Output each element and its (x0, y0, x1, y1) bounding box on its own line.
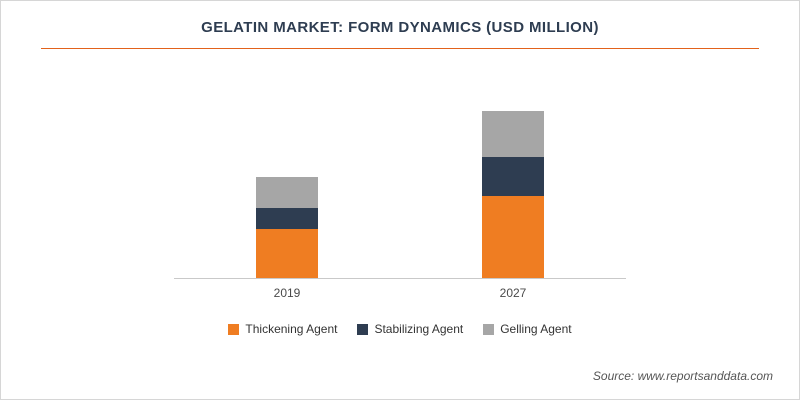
x-axis-label-2019: 2019 (273, 286, 301, 300)
bar-group-2019 (256, 177, 318, 278)
legend-swatch-stabilizing (357, 323, 369, 335)
x-axis-label-2027: 2027 (499, 286, 527, 300)
legend: Thickening Agent Stabilizing Agent Gelling… (1, 322, 799, 336)
bar-segment-thickening-2019 (256, 229, 318, 278)
legend-swatch-gelling (483, 323, 495, 335)
bar-segment-gelling-2027 (482, 111, 544, 157)
legend-label-gelling: Gelling Agent (500, 322, 572, 336)
bar-group-2027 (482, 111, 544, 278)
chart-title: GELATIN MARKET: FORM DYNAMICS (USD MILLI… (201, 19, 599, 36)
legend-item-gelling: Gelling Agent (483, 322, 572, 336)
bar-segment-thickening-2027 (482, 196, 544, 278)
bar-segment-stabilizing-2027 (482, 157, 544, 196)
source-credit: Source: www.reportsanddata.com (592, 369, 773, 383)
stacked-bar-2019 (256, 177, 318, 278)
legend-item-thickening: Thickening Agent (228, 322, 337, 336)
bar-segment-stabilizing-2019 (256, 208, 318, 229)
title-underline (41, 48, 759, 49)
bar-segment-gelling-2019 (256, 177, 318, 208)
legend-swatch-thickening (228, 323, 240, 335)
stacked-bar-2027 (482, 111, 544, 278)
plot-area (174, 104, 626, 279)
x-axis: 2019 2027 (174, 279, 626, 300)
legend-label-stabilizing: Stabilizing Agent (374, 322, 464, 336)
legend-label-thickening: Thickening Agent (245, 322, 338, 336)
legend-item-stabilizing: Stabilizing Agent (357, 322, 463, 336)
